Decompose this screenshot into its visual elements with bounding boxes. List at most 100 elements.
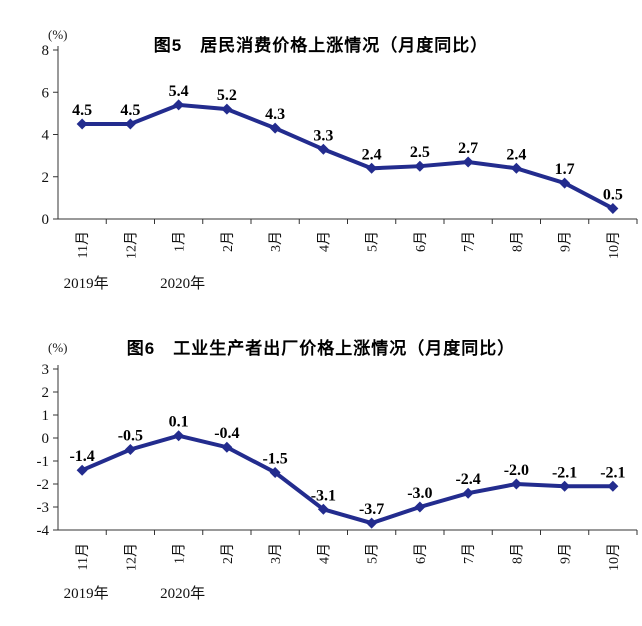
data-point — [124, 118, 136, 130]
data-point — [559, 177, 571, 189]
data-point — [124, 444, 136, 455]
data-label: 2.5 — [410, 144, 430, 161]
x-category-label: 9月 — [558, 543, 574, 564]
x-category-label: 10月 — [606, 543, 622, 571]
data-point — [607, 480, 619, 492]
data-label: 4.5 — [120, 102, 140, 119]
data-point — [414, 160, 426, 172]
y-tick-label: -2 — [37, 477, 50, 493]
x-category-label: 6月 — [413, 231, 429, 252]
data-label: 1.7 — [555, 161, 575, 178]
x-category-label: 7月 — [461, 231, 477, 252]
figure6-section: 图6 工业生产者出厂价格上涨情况（月度同比） (%) -4 -3 -2 -1 0 1 2 3-… — [0, 313, 642, 626]
data-label: -2.1 — [552, 464, 577, 481]
data-label: -2.0 — [504, 462, 529, 479]
x-category-label: 7月 — [461, 543, 477, 564]
data-label: -0.5 — [118, 428, 143, 445]
data-label: 2.4 — [362, 146, 382, 163]
year-label: 2019年 — [64, 275, 109, 292]
x-category-label: 3月 — [268, 231, 284, 252]
data-label: -3.7 — [359, 501, 384, 518]
year-label: 2020年 — [160, 585, 205, 602]
data-label: 5.4 — [169, 83, 189, 100]
data-point — [269, 122, 281, 134]
data-label: 3.3 — [313, 127, 333, 144]
data-point — [510, 478, 522, 490]
data-point — [607, 202, 619, 214]
figure5-unit-label: (%) — [48, 27, 68, 42]
x-category-label: 10月 — [606, 231, 622, 259]
y-tick-label: 3 — [42, 362, 50, 378]
x-category-label: 5月 — [365, 543, 381, 564]
data-point — [510, 162, 522, 174]
figure5-plot: 0 2 4 6 8 4.5 11月 4.5 12月 5.4 1月 5.2 2月 4.3 3月 3.3 4月 2.4… — [42, 43, 638, 292]
data-label: 0.1 — [169, 414, 189, 431]
figure6-unit-label: (%) — [48, 340, 68, 355]
y-tick-label: 1 — [42, 408, 50, 424]
x-category-label: 2月 — [220, 543, 236, 564]
x-category-label: 11月 — [75, 543, 91, 570]
figure6-plot: -4 -3 -2 -1 0 1 2 3 -1.4 11月 -0.5 12月 0.1 1月 -0.4 2月 -1.… — [37, 362, 638, 602]
y-tick-label: -3 — [37, 500, 50, 516]
y-tick-label: 2 — [42, 170, 50, 186]
data-point — [221, 103, 233, 115]
data-point — [76, 118, 88, 130]
y-tick-label: 0 — [42, 431, 50, 447]
y-tick-label: 0 — [42, 212, 50, 228]
data-label: 2.7 — [458, 140, 478, 157]
x-category-label: 12月 — [123, 543, 139, 571]
figure5-section: 图5 居民消费价格上涨情况（月度同比） (%) 0 2 4 6 8 4.5 11月 4.5 12… — [42, 27, 638, 292]
x-category-label: 3月 — [268, 543, 284, 564]
x-category-label: 4月 — [316, 231, 332, 252]
data-point — [269, 467, 281, 478]
x-category-label: 4月 — [316, 543, 332, 564]
x-category-label: 5月 — [365, 231, 381, 252]
data-label: -3.0 — [407, 485, 432, 502]
x-category-label: 2月 — [220, 231, 236, 252]
data-point — [221, 441, 233, 453]
x-category-label: 8月 — [509, 231, 525, 252]
data-point — [76, 464, 88, 476]
figure6-title: 图6 工业生产者出厂价格上涨情况（月度同比） — [126, 339, 516, 358]
data-line — [81, 433, 613, 526]
data-label: -2.1 — [600, 464, 625, 481]
y-tick-label: -4 — [37, 523, 50, 539]
data-label: -1.4 — [69, 448, 94, 465]
x-category-label: 6月 — [413, 543, 429, 564]
data-label: 4.3 — [265, 106, 285, 123]
data-point — [317, 143, 329, 155]
year-label: 2020年 — [160, 275, 205, 292]
data-label: -1.5 — [262, 451, 287, 468]
y-tick-label: 8 — [42, 43, 50, 59]
data-label: -2.4 — [455, 471, 480, 488]
data-label: -0.4 — [214, 425, 239, 442]
data-label: 2.4 — [506, 146, 526, 163]
data-label: -3.1 — [311, 487, 336, 504]
x-category-label: 1月 — [172, 231, 188, 252]
data-point — [173, 430, 185, 442]
y-tick-label: 2 — [42, 385, 50, 401]
data-point — [173, 99, 185, 111]
data-point — [366, 162, 378, 174]
x-category-label: 12月 — [123, 231, 139, 259]
data-point — [317, 503, 329, 515]
data-label: 0.5 — [603, 186, 623, 203]
data-label: 4.5 — [72, 102, 92, 119]
data-point — [366, 517, 378, 529]
data-point — [462, 156, 474, 168]
data-point — [462, 487, 474, 499]
data-point — [414, 501, 426, 513]
y-tick-label: -1 — [37, 454, 50, 470]
data-line — [82, 102, 614, 211]
data-point — [559, 480, 571, 492]
y-tick-label: 6 — [42, 85, 50, 101]
x-category-label: 11月 — [75, 231, 91, 258]
x-category-label: 1月 — [172, 543, 188, 564]
data-label: 5.2 — [217, 87, 237, 104]
figure5-title: 图5 居民消费价格上涨情况（月度同比） — [153, 36, 489, 55]
x-category-label: 8月 — [509, 543, 525, 564]
y-tick-label: 4 — [42, 128, 50, 144]
x-category-label: 9月 — [558, 231, 574, 252]
year-label: 2019年 — [64, 585, 109, 602]
